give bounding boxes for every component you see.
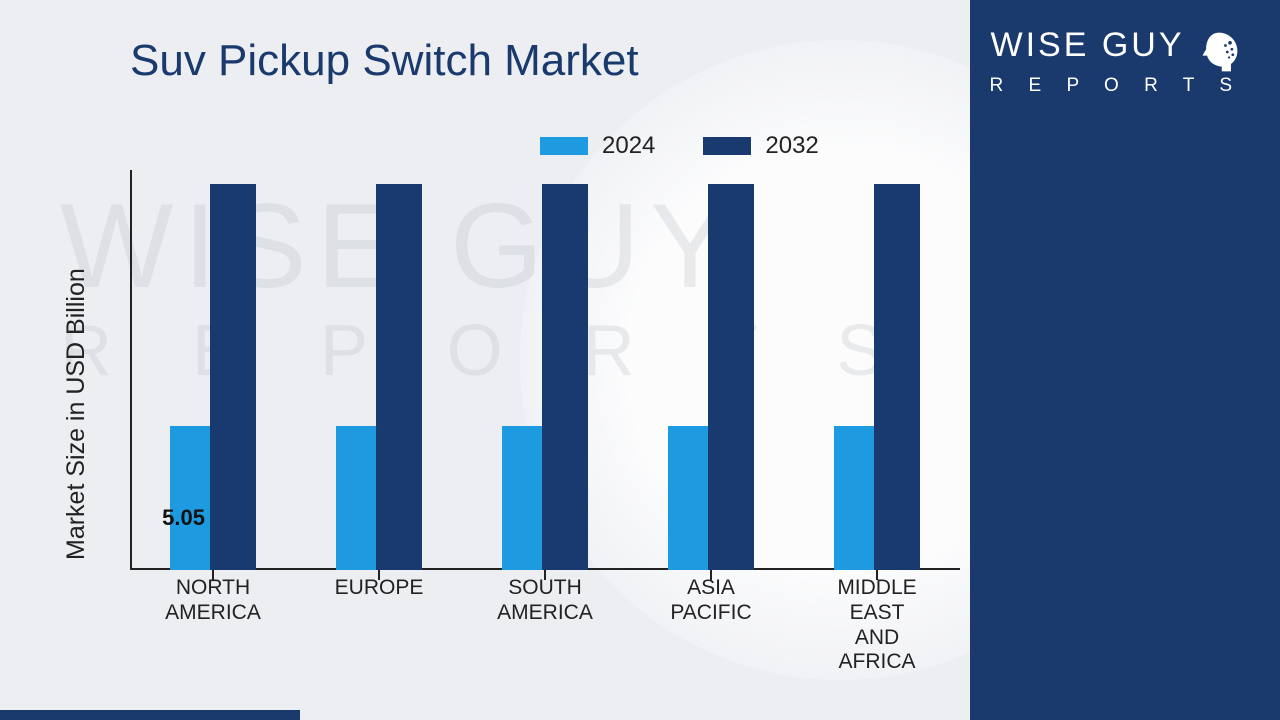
bar-2032 (542, 184, 588, 570)
bar-data-label: 5.05 (162, 505, 205, 531)
legend-label-2024: 2024 (602, 132, 655, 160)
bar-2032 (708, 184, 754, 570)
bar-2032 (376, 184, 422, 570)
category-label: ASIAPACIFIC (636, 576, 786, 675)
y-axis-label: Market Size in USD Billion (62, 268, 91, 560)
category-labels: NORTHAMERICAEUROPESOUTHAMERICAASIAPACIFI… (130, 576, 960, 675)
category-label: EUROPE (304, 576, 454, 675)
category-label: SOUTHAMERICA (470, 576, 620, 675)
bar-group (668, 184, 754, 570)
right-panel (970, 0, 1280, 720)
brand-line2: R E P O R T S (990, 75, 1243, 97)
bar-groups (130, 170, 960, 570)
category-label: NORTHAMERICA (138, 576, 288, 675)
legend-item-2032: 2032 (703, 132, 818, 160)
chart-area: 5.05 (110, 170, 960, 570)
category-label: MIDDLEEASTANDAFRICA (802, 576, 952, 675)
decor-bottom-bar (0, 710, 300, 720)
chart-title: Suv Pickup Switch Market (130, 36, 639, 86)
legend: 2024 2032 (540, 132, 819, 160)
bar-group (502, 184, 588, 570)
bar-2032 (874, 184, 920, 570)
legend-label-2032: 2032 (765, 132, 818, 160)
bar-group (336, 184, 422, 570)
bar-2032 (210, 184, 256, 570)
brand-logo: WISE GUY R E P O R T S (990, 26, 1243, 97)
brand-line1: WISE GUY (991, 26, 1185, 64)
legend-item-2024: 2024 (540, 132, 655, 160)
legend-swatch-2032 (703, 137, 751, 155)
legend-swatch-2024 (540, 137, 588, 155)
bar-group (834, 184, 920, 570)
head-icon (1196, 29, 1242, 75)
